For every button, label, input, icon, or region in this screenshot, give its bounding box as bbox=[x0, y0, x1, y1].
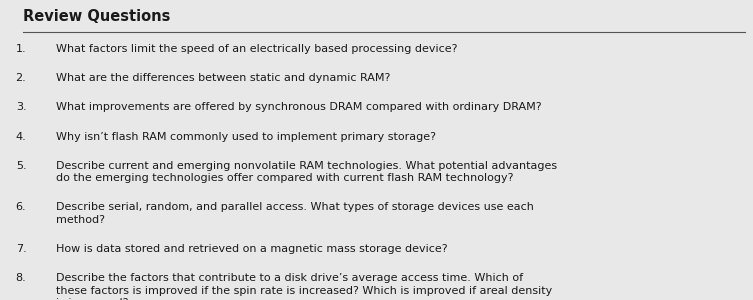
Text: 2.: 2. bbox=[16, 73, 26, 83]
Text: What improvements are offered by synchronous DRAM compared with ordinary DRAM?: What improvements are offered by synchro… bbox=[56, 102, 542, 112]
Text: 5.: 5. bbox=[16, 161, 26, 171]
Text: Describe serial, random, and parallel access. What types of storage devices use : Describe serial, random, and parallel ac… bbox=[56, 202, 535, 225]
Text: What are the differences between static and dynamic RAM?: What are the differences between static … bbox=[56, 73, 391, 83]
Text: Describe current and emerging nonvolatile RAM technologies. What potential advan: Describe current and emerging nonvolatil… bbox=[56, 161, 558, 184]
Text: 8.: 8. bbox=[16, 273, 26, 283]
Text: 4.: 4. bbox=[16, 132, 26, 142]
Text: How is data stored and retrieved on a magnetic mass storage device?: How is data stored and retrieved on a ma… bbox=[56, 244, 448, 254]
Text: What factors limit the speed of an electrically based processing device?: What factors limit the speed of an elect… bbox=[56, 44, 458, 53]
Text: 6.: 6. bbox=[16, 202, 26, 212]
Text: Why isn’t flash RAM commonly used to implement primary storage?: Why isn’t flash RAM commonly used to imp… bbox=[56, 132, 437, 142]
Text: Describe the factors that contribute to a disk drive’s average access time. Whic: Describe the factors that contribute to … bbox=[56, 273, 553, 300]
Text: 1.: 1. bbox=[16, 44, 26, 53]
Text: 7.: 7. bbox=[16, 244, 26, 254]
Text: 3.: 3. bbox=[16, 102, 26, 112]
Text: Review Questions: Review Questions bbox=[23, 9, 170, 24]
